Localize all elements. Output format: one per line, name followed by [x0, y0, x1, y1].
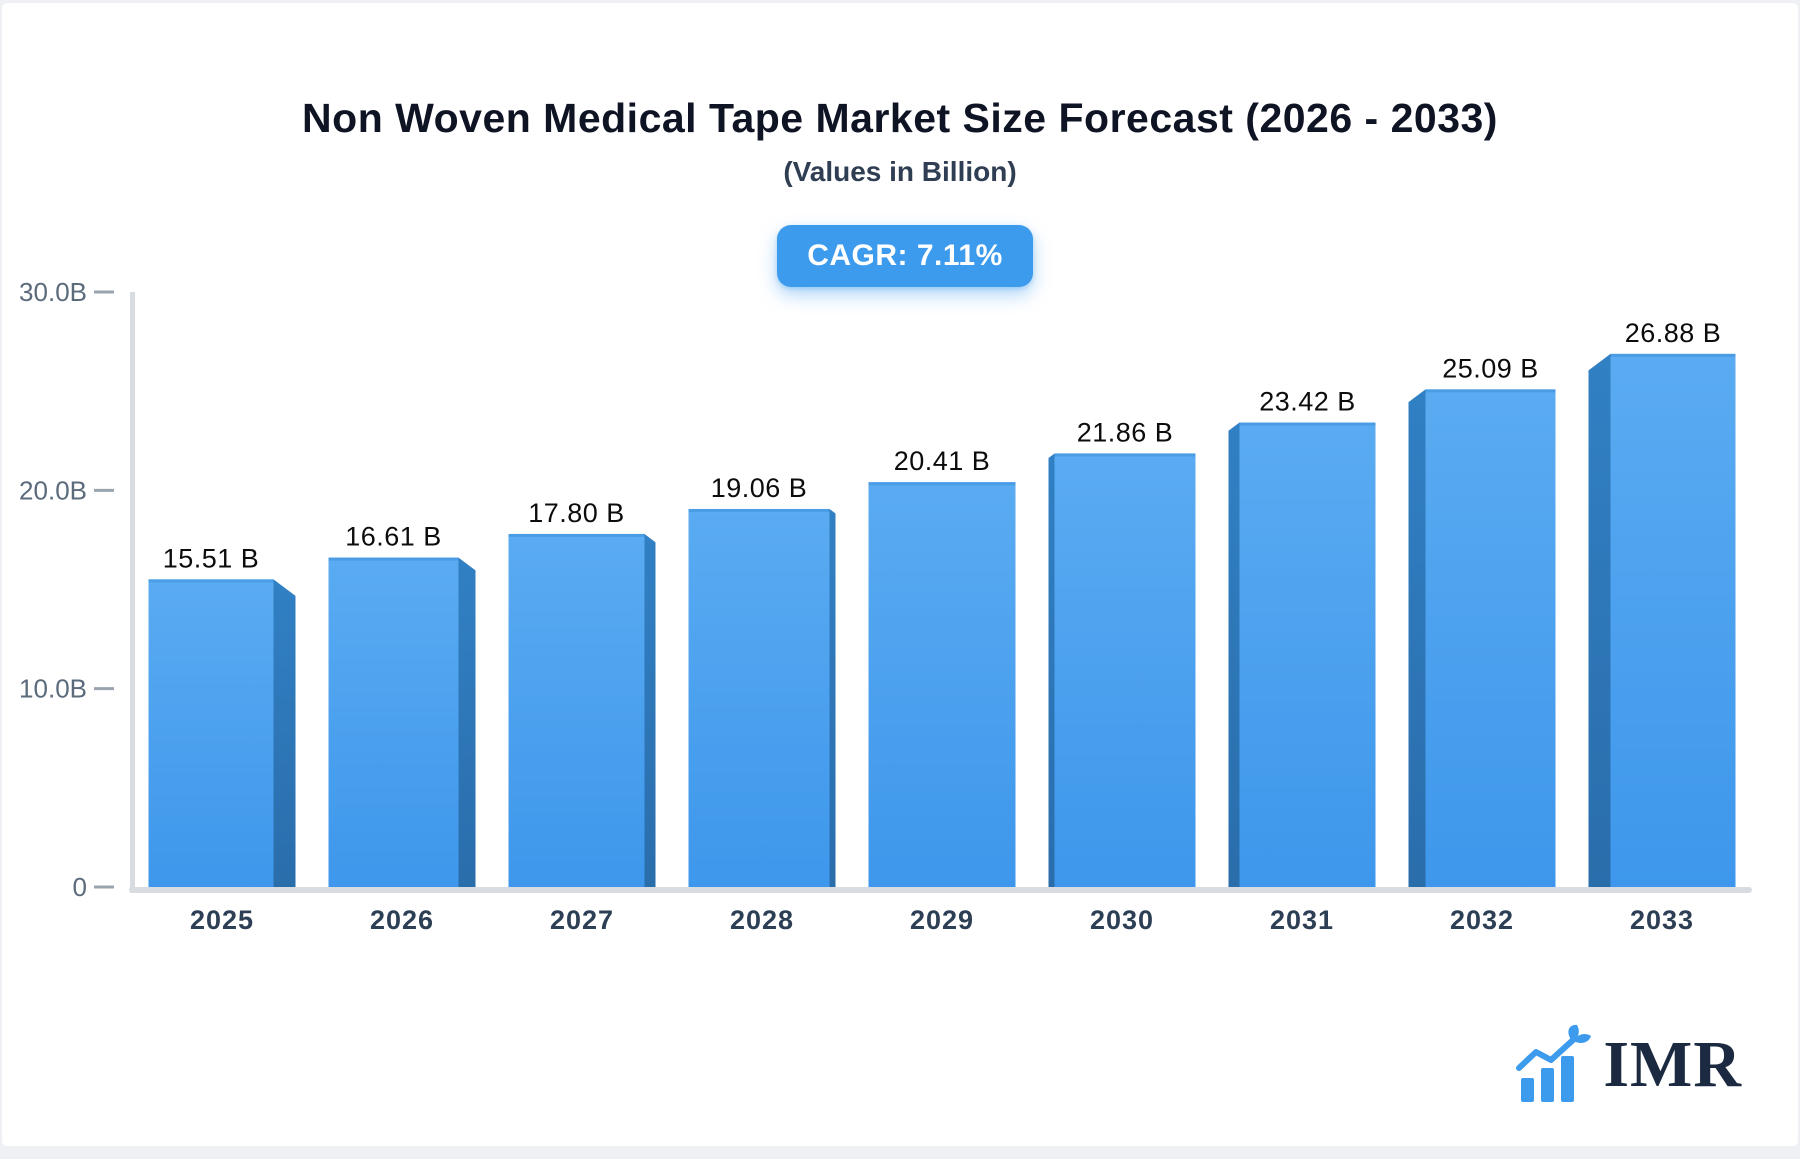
y-axis-line [130, 292, 135, 893]
bar-2025 [148, 579, 274, 890]
chart-subtitle: (Values in Billion) [783, 156, 1017, 187]
x-axis-baseline [129, 887, 1752, 893]
bar-2030 [1054, 453, 1196, 890]
x-axis-label-2030: 2030 [1090, 905, 1154, 935]
x-axis-label-2027: 2027 [550, 905, 614, 935]
bar-2027 [508, 533, 645, 890]
bar-2032 [1425, 389, 1556, 890]
growth-chart-leaf-icon [1516, 1024, 1592, 1102]
bar-2033 [1610, 353, 1736, 890]
x-axis-label-2032: 2032 [1450, 905, 1514, 935]
x-axis-label-2031: 2031 [1270, 905, 1334, 935]
baseline [129, 887, 1752, 893]
bar-value-label: 19.06 B [711, 473, 808, 503]
bar-value-label: 17.80 B [528, 498, 625, 528]
bar-side-2025 [273, 579, 296, 890]
bar-side-2030 [1048, 453, 1055, 890]
bar-value-label: 25.09 B [1442, 353, 1539, 383]
bar-side-2026 [458, 557, 476, 890]
x-axis-label-2025: 2025 [190, 905, 254, 935]
chart-card: Non Woven Medical Tape Market Size Forec… [2, 3, 1798, 1146]
bar-top-edge [328, 557, 459, 561]
badge-row: CAGR: 7.11% [12, 225, 1798, 287]
bar-2026 [328, 557, 459, 890]
bar-top-edge [688, 508, 830, 512]
bar-top-edge [1425, 389, 1556, 393]
bar-top-edge [868, 482, 1016, 486]
chart-header: Non Woven Medical Tape Market Size Forec… [2, 95, 1798, 188]
bar-value-label: 20.41 B [894, 446, 991, 476]
x-axis-label-2026: 2026 [370, 905, 434, 935]
imr-logo: IMR [1515, 1024, 1742, 1106]
bar-2028 [688, 508, 830, 890]
x-axis-label-2029: 2029 [910, 905, 974, 935]
bar-top-edge [1054, 453, 1196, 457]
y-axis: 0 10.0B 20.0B 30.0B [19, 277, 135, 902]
axis-labels: 15.51 B 2025 16.61 B 2026 17.80 B 2027 19.06 B… [163, 318, 1722, 935]
bar-2031 [1239, 422, 1376, 890]
bar-side-2028 [829, 508, 836, 890]
bar-value-label: 26.88 B [1625, 318, 1722, 348]
y-tick-label: 20.0B [19, 475, 87, 505]
bar-2029 [868, 482, 1016, 890]
y-tick-label: 10.0B [19, 674, 87, 704]
bar-value-label: 15.51 B [163, 543, 260, 573]
bar-side-2033 [1588, 353, 1611, 890]
bar-top-edge [1610, 353, 1736, 357]
bar-side-2031 [1228, 422, 1240, 890]
bar-value-label: 23.42 B [1259, 387, 1356, 417]
bar-value-label: 16.61 B [345, 522, 442, 552]
bar-value-label: 21.86 B [1077, 417, 1174, 447]
y-tick-label: 30.0B [19, 277, 87, 307]
y-tick-label: 0 [73, 872, 87, 902]
bar-side-2032 [1408, 389, 1426, 890]
bar-top-edge [1239, 422, 1376, 426]
bar-top-edge [148, 579, 274, 583]
cagr-badge: CAGR: 7.11% [777, 225, 1033, 287]
imr-logo-text: IMR [1603, 1028, 1742, 1101]
chart-title: Non Woven Medical Tape Market Size Forec… [302, 95, 1498, 141]
bars [148, 353, 1736, 890]
x-axis-label-2028: 2028 [730, 905, 794, 935]
x-axis-label-2033: 2033 [1630, 905, 1694, 935]
bar-side-2027 [644, 533, 656, 890]
bar-top-edge [508, 533, 645, 537]
